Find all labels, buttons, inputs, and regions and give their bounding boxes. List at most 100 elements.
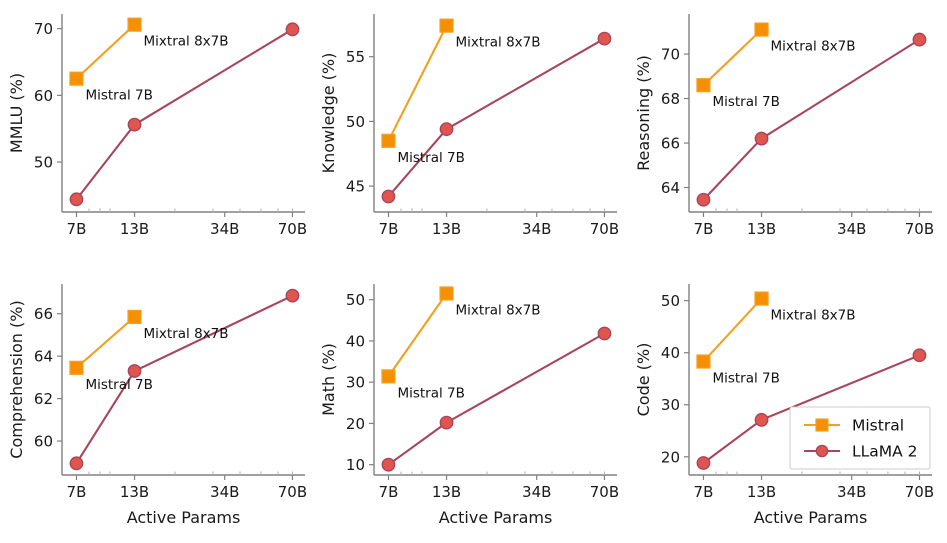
y-tick-label: 50 xyxy=(34,154,53,172)
x-tick-label: 13B xyxy=(120,483,149,501)
series-mistral xyxy=(696,291,769,369)
y-tick-label: 66 xyxy=(661,135,680,153)
point-annotation: Mistral 7B xyxy=(712,371,779,387)
data-point-marker xyxy=(439,286,454,301)
data-point-marker xyxy=(439,415,454,430)
x-tick-label: 34B xyxy=(837,483,866,501)
y-axis-ticks: 50 60 70 xyxy=(34,20,62,172)
y-tick-label: 40 xyxy=(346,332,365,350)
chart-panel-math: 10 20 30 40 50 7B 13B 34B 70B Math (%) Active Para… xyxy=(312,270,627,543)
data-point-marker xyxy=(912,32,927,47)
y-tick-label: 62 xyxy=(34,390,53,408)
x-tick-label: 13B xyxy=(432,483,461,501)
x-tick-label: 13B xyxy=(432,220,461,238)
data-point-marker xyxy=(69,71,84,86)
data-point-marker xyxy=(381,133,396,148)
chart-panel-code: 20 30 40 50 7B 13B 34B 70B Code (%) Active Params… xyxy=(627,270,942,543)
series-line xyxy=(75,28,294,201)
data-point-marker xyxy=(597,326,612,341)
series-line xyxy=(75,315,136,369)
y-tick-label: 64 xyxy=(661,179,680,197)
y-axis-ticks: 45 50 55 xyxy=(346,48,374,196)
legend-marker xyxy=(815,444,829,458)
chart-panel-knowledge: 45 50 55 7B 13B 34B 70B Knowledge (%) Mistral 7B… xyxy=(312,0,627,270)
series-line xyxy=(702,38,921,201)
y-tick-label: 60 xyxy=(34,433,53,451)
point-annotation: Mistral 7B xyxy=(397,385,464,401)
data-point-marker xyxy=(696,192,711,207)
x-axis-ticks: 7B 13B 34B 70B xyxy=(694,208,934,238)
data-point-marker xyxy=(912,348,927,363)
chart-panel-reasoning: 64 66 68 70 7B 13B 34B 70B Reasoning (%) Mistral … xyxy=(627,0,942,270)
x-tick-label: 7B xyxy=(379,483,399,501)
series-mistral xyxy=(696,22,769,93)
x-tick-label: 34B xyxy=(210,220,239,238)
y-axis-label: MMLU (%) xyxy=(7,73,26,153)
data-point-marker xyxy=(696,456,711,470)
annotations: Mistral 7B Mixtral 8x7B xyxy=(712,308,855,387)
series-line xyxy=(702,28,763,87)
x-axis-ticks: 7B 13B 34B 70B xyxy=(694,471,934,501)
legend-marker xyxy=(815,418,829,432)
data-point-marker xyxy=(127,117,142,132)
x-tick-label: 34B xyxy=(837,220,866,238)
point-annotation: Mixtral 8x7B xyxy=(144,326,229,342)
annotations: Mistral 7B Mixtral 8x7B xyxy=(712,39,855,111)
point-annotation: Mistral 7B xyxy=(397,150,464,166)
y-tick-label: 50 xyxy=(661,292,680,310)
x-tick-label: 70B xyxy=(278,483,307,501)
x-tick-label: 70B xyxy=(905,220,934,238)
legend-label: LLaMA 2 xyxy=(852,443,918,461)
data-point-marker xyxy=(69,456,84,471)
x-axis-label: Active Params xyxy=(754,508,868,527)
axis-spines xyxy=(688,14,932,213)
point-annotation: Mixtral 8x7B xyxy=(456,302,541,318)
y-tick-label: 50 xyxy=(346,291,365,309)
y-tick-label: 10 xyxy=(346,456,365,474)
series-llama-2 xyxy=(69,288,300,471)
data-point-marker xyxy=(754,131,769,146)
series-line xyxy=(387,292,448,378)
y-tick-label: 70 xyxy=(661,46,680,64)
y-tick-label: 20 xyxy=(346,415,365,433)
x-tick-label: 34B xyxy=(522,220,551,238)
y-tick-label: 68 xyxy=(661,90,680,108)
series-line xyxy=(75,23,136,80)
series-line xyxy=(387,24,448,142)
series-mistral xyxy=(69,309,142,375)
data-point-marker xyxy=(285,288,300,303)
x-axis-ticks: 7B 13B 34B 70B xyxy=(67,471,307,501)
x-tick-label: 7B xyxy=(379,220,399,238)
x-tick-label: 7B xyxy=(694,220,714,238)
x-axis-ticks: 7B 13B 34B 70B xyxy=(379,471,619,501)
x-tick-label: 34B xyxy=(522,483,551,501)
annotations: Mistral 7B Mixtral 8x7B xyxy=(397,302,540,401)
y-axis-ticks: 60 62 64 66 xyxy=(34,305,62,451)
chart-panel-mmlu: 50 60 70 7B 13B 34B 70B MMLU (%) Mistral 7B Mixtr… xyxy=(0,0,315,270)
y-tick-label: 64 xyxy=(34,348,53,366)
legend-label: Mistral xyxy=(852,417,904,435)
x-axis-ticks: 7B 13B 34B 70B xyxy=(379,208,619,238)
x-tick-label: 13B xyxy=(747,483,776,501)
y-tick-label: 30 xyxy=(661,396,680,414)
data-point-marker xyxy=(381,189,396,204)
point-annotation: Mixtral 8x7B xyxy=(771,39,856,55)
series-llama-2 xyxy=(381,326,612,472)
y-tick-label: 45 xyxy=(346,178,365,196)
data-point-marker xyxy=(127,17,142,32)
data-point-marker xyxy=(285,22,300,37)
point-annotation: Mixtral 8x7B xyxy=(144,34,229,50)
data-point-marker xyxy=(754,412,769,427)
point-annotation: Mistral 7B xyxy=(85,88,152,104)
data-point-marker xyxy=(754,22,769,37)
x-tick-label: 70B xyxy=(590,220,619,238)
point-annotation: Mixtral 8x7B xyxy=(456,35,541,51)
data-point-marker xyxy=(439,122,454,137)
y-axis-label: Comprehension (%) xyxy=(7,300,26,458)
axis-spines xyxy=(61,14,305,213)
point-annotation: Mistral 7B xyxy=(712,94,779,110)
series-mistral xyxy=(69,17,142,86)
point-annotation: Mixtral 8x7B xyxy=(771,308,856,324)
data-point-marker xyxy=(69,192,84,207)
